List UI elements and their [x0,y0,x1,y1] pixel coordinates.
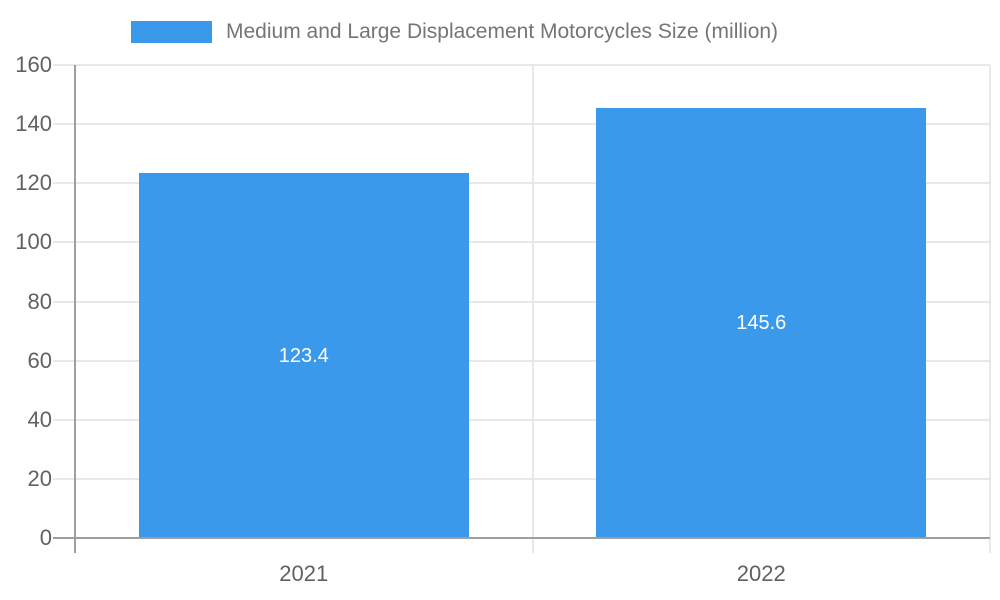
x-gridline [531,65,534,538]
y-gridline [53,300,990,303]
y-gridline [53,418,990,421]
bar-value-label: 123.4 [278,344,329,367]
bar-2021[interactable] [138,173,469,538]
bar-2022[interactable] [596,107,927,538]
y-gridline [53,477,990,480]
legend-label: Medium and Large Displacement Motorcycle… [226,20,779,43]
y-axis-tick-label: 140 [15,111,52,137]
y-gridline [53,182,990,185]
y-axis-tick-label: 40 [27,406,52,432]
y-gridline [53,123,990,126]
x-axis-tick-label: 2022 [736,561,786,586]
x-axis-tick [989,539,991,553]
y-axis-tick-label: 60 [27,347,52,373]
y-axis-tick-label: 160 [15,52,52,77]
y-axis-tick-label: 20 [27,465,52,491]
x-gridline [989,65,991,538]
bar-value-label: 145.6 [736,311,787,334]
y-axis-tick-label: 80 [27,288,52,314]
x-axis-tick-label: 2021 [279,561,329,586]
y-gridline [53,241,990,244]
x-axis-line [53,537,990,539]
y-gridline [53,64,990,66]
chart-legend[interactable]: Medium and Large Displacement Motorcycle… [131,20,778,44]
y-axis-tick-label: 100 [15,229,52,255]
y-gridline [53,359,990,362]
legend-swatch-icon [131,21,212,43]
y-axis-line [74,65,76,553]
y-axis-tick-label: 0 [39,525,52,550]
plot-area: 0 20 40 60 80 100 120 140 160 123.4 2021 145.6 2022 [15,52,991,586]
x-axis-tick [531,539,534,553]
y-axis-tick-label: 120 [15,170,52,196]
